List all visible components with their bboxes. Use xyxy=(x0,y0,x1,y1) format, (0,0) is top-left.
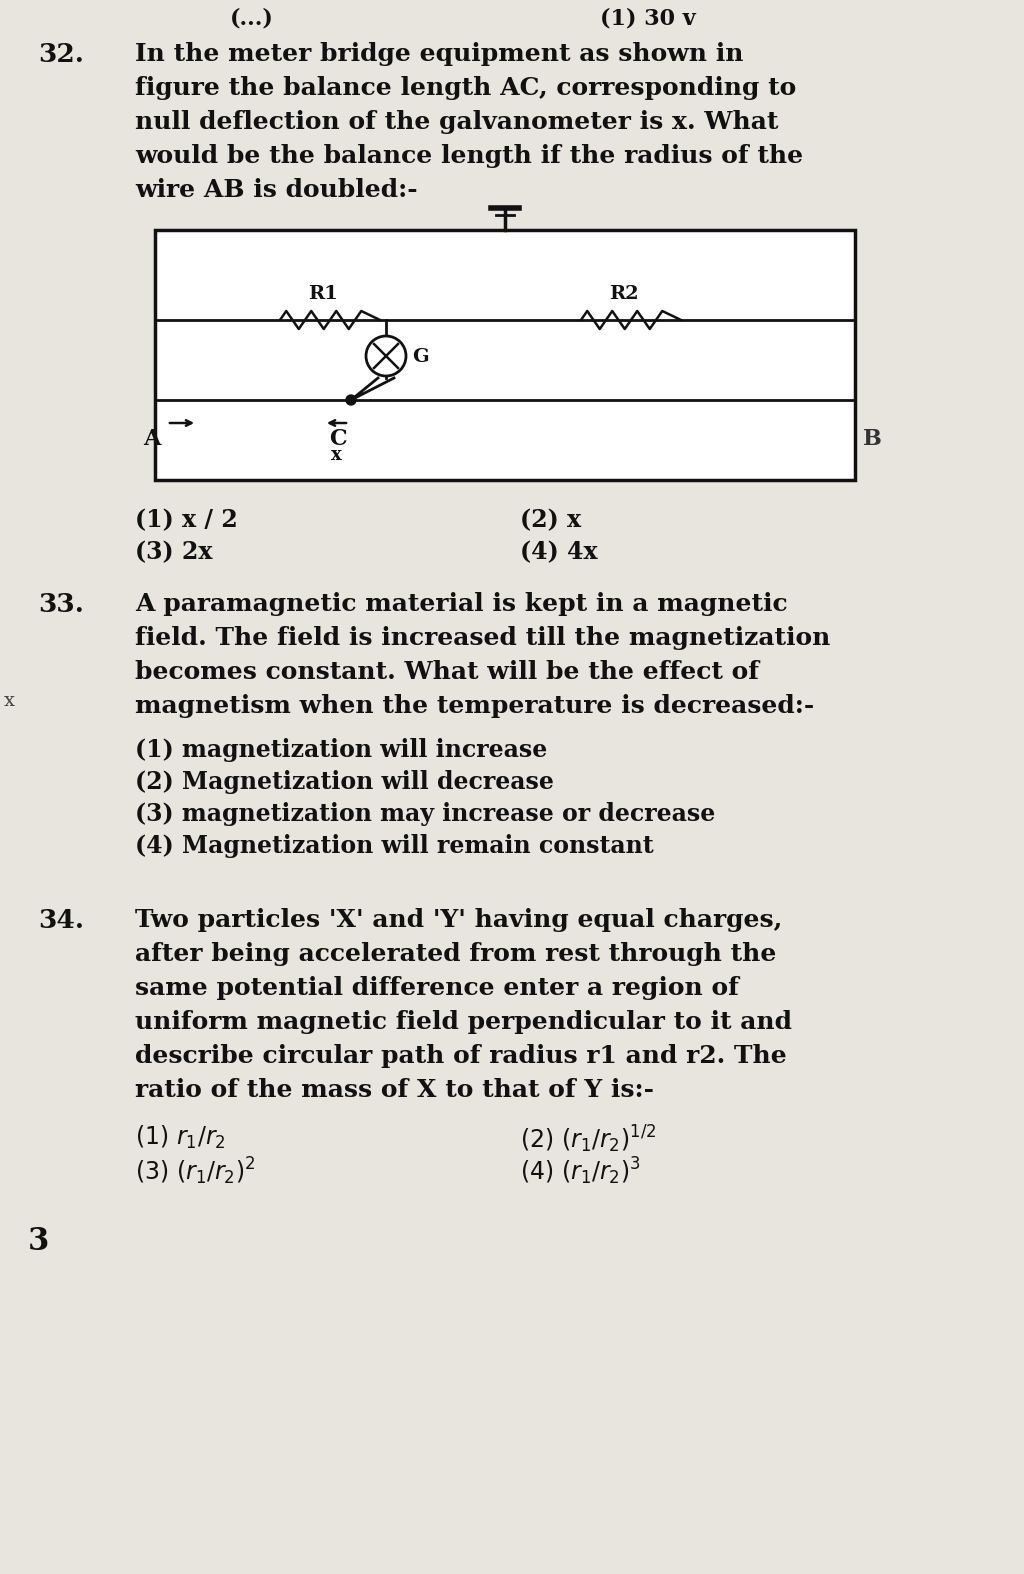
Text: (1) magnetization will increase: (1) magnetization will increase xyxy=(135,738,547,762)
Circle shape xyxy=(366,335,406,376)
Text: (1) x / 2: (1) x / 2 xyxy=(135,508,238,532)
Text: 3: 3 xyxy=(28,1226,49,1258)
Circle shape xyxy=(346,395,356,405)
Text: R1: R1 xyxy=(308,285,338,304)
Text: C: C xyxy=(329,428,347,450)
Text: $(3)\ (r_1 / r_2)^2$: $(3)\ (r_1 / r_2)^2$ xyxy=(135,1155,256,1187)
Text: (3) 2x: (3) 2x xyxy=(135,540,213,563)
Text: ratio of the mass of X to that of Y is:-: ratio of the mass of X to that of Y is:- xyxy=(135,1078,654,1102)
Text: $(1)\ r_1 / r_2$: $(1)\ r_1 / r_2$ xyxy=(135,1124,225,1151)
Text: null deflection of the galvanometer is x. What: null deflection of the galvanometer is x… xyxy=(135,110,778,134)
Text: field. The field is increased till the magnetization: field. The field is increased till the m… xyxy=(135,626,830,650)
Text: In the meter bridge equipment as shown in: In the meter bridge equipment as shown i… xyxy=(135,42,743,66)
Text: (...): (...) xyxy=(230,8,273,30)
Text: $(2)\ (r_1 / r_2)^{1/2}$: $(2)\ (r_1 / r_2)^{1/2}$ xyxy=(520,1124,656,1155)
Text: x: x xyxy=(331,445,342,464)
Text: magnetism when the temperature is decreased:-: magnetism when the temperature is decrea… xyxy=(135,694,814,718)
Text: x: x xyxy=(4,693,15,710)
Text: becomes constant. What will be the effect of: becomes constant. What will be the effec… xyxy=(135,660,759,685)
Text: figure the balance length AC, corresponding to: figure the balance length AC, correspond… xyxy=(135,76,797,101)
Text: R2: R2 xyxy=(609,285,639,304)
Text: after being accelerated from rest through the: after being accelerated from rest throug… xyxy=(135,941,776,966)
Text: uniform magnetic field perpendicular to it and: uniform magnetic field perpendicular to … xyxy=(135,1011,792,1034)
Text: (3) magnetization may increase or decrease: (3) magnetization may increase or decrea… xyxy=(135,803,715,826)
Text: 34.: 34. xyxy=(38,908,84,933)
Text: (4) Magnetization will remain constant: (4) Magnetization will remain constant xyxy=(135,834,653,858)
Text: G: G xyxy=(412,348,429,367)
Bar xyxy=(155,230,855,480)
Text: (2) x: (2) x xyxy=(520,508,582,532)
Text: same potential difference enter a region of: same potential difference enter a region… xyxy=(135,976,739,999)
Text: $(4)\ (r_1 / r_2)^3$: $(4)\ (r_1 / r_2)^3$ xyxy=(520,1155,641,1187)
Text: (1) 30 v: (1) 30 v xyxy=(600,8,695,30)
Text: wire AB is doubled:-: wire AB is doubled:- xyxy=(135,178,418,201)
Text: describe circular path of radius r1 and r2. The: describe circular path of radius r1 and … xyxy=(135,1044,786,1069)
Text: 33.: 33. xyxy=(38,592,84,617)
Text: would be the balance length if the radius of the: would be the balance length if the radiu… xyxy=(135,143,803,168)
Text: (2) Magnetization will decrease: (2) Magnetization will decrease xyxy=(135,770,554,793)
Text: Two particles 'X' and 'Y' having equal charges,: Two particles 'X' and 'Y' having equal c… xyxy=(135,908,782,932)
Text: B: B xyxy=(863,428,882,450)
Text: 32.: 32. xyxy=(38,42,84,68)
Text: (4) 4x: (4) 4x xyxy=(520,540,598,563)
Text: A: A xyxy=(143,428,161,450)
Text: A paramagnetic material is kept in a magnetic: A paramagnetic material is kept in a mag… xyxy=(135,592,787,615)
